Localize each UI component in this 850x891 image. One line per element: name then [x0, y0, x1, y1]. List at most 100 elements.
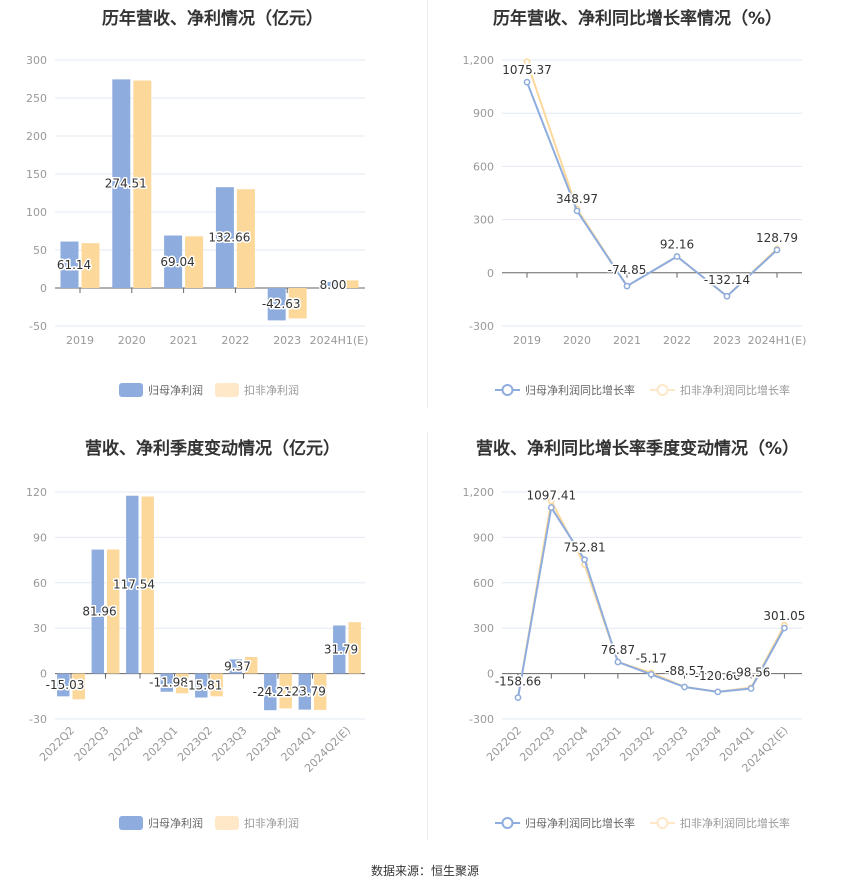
bar-value-label-halo: 132.66 — [208, 231, 250, 245]
bar-chart-svg: 1209060300-302022Q22022Q32022Q42023Q1202… — [26, 486, 365, 830]
bar-deducted-net-profit[interactable] — [236, 189, 255, 288]
legend-label[interactable]: 扣非净利润同比增长率 — [680, 383, 790, 397]
bar-deducted-net-profit[interactable] — [210, 673, 223, 697]
y-tick-label: 900 — [473, 531, 494, 544]
bar-deducted-net-profit[interactable] — [348, 622, 361, 674]
x-tick-label: 2020 — [118, 334, 146, 347]
bar-deducted-net-profit[interactable] — [72, 673, 85, 700]
data-point[interactable] — [647, 671, 655, 678]
bar-parent-net-profit[interactable] — [57, 673, 70, 697]
legend-label[interactable]: 归母净利润同比增长率 — [525, 383, 635, 397]
legend-circle-icon[interactable] — [656, 817, 669, 829]
data-point[interactable] — [673, 253, 681, 260]
bar-parent-net-profit[interactable] — [126, 495, 139, 674]
bar-deducted-net-profit[interactable] — [245, 656, 258, 674]
legend-label[interactable]: 归母净利润 — [148, 816, 203, 830]
data-point[interactable] — [623, 282, 631, 290]
x-tick-label: 2023Q4 — [244, 724, 284, 764]
data-point[interactable] — [773, 246, 781, 254]
bar-deducted-net-profit[interactable] — [141, 496, 154, 674]
data-point[interactable] — [547, 497, 555, 505]
bar-parent-net-profit[interactable] — [195, 673, 208, 698]
line-value-label-halo: -120.60 — [695, 669, 741, 683]
data-point[interactable] — [781, 624, 788, 632]
legend-label[interactable]: 归母净利润同比增长率 — [525, 816, 635, 830]
x-tick-label: 2023Q4 — [684, 724, 724, 764]
x-tick-label: 2023 — [273, 334, 301, 347]
data-point[interactable] — [714, 688, 722, 696]
bar-parent-net-profit[interactable] — [298, 673, 311, 710]
y-tick-label: 600 — [473, 577, 494, 590]
legend-swatch-orange[interactable] — [215, 383, 239, 397]
bar-parent-net-profit[interactable] — [264, 673, 277, 711]
data-point[interactable] — [614, 658, 622, 666]
bar-parent-net-profit[interactable] — [215, 187, 234, 288]
bar-parent-net-profit[interactable] — [229, 659, 242, 674]
bar-parent-net-profit[interactable] — [112, 79, 131, 288]
data-point[interactable] — [523, 58, 531, 66]
y-tick-label: 0 — [40, 282, 47, 295]
legend-circle-icon[interactable] — [656, 384, 669, 396]
bar-value-label: -15.03 — [46, 678, 85, 692]
x-tick-label: 2024H1(E) — [310, 334, 369, 347]
bar-deducted-net-profit[interactable] — [107, 549, 120, 674]
y-tick-label: 600 — [473, 160, 494, 173]
data-point[interactable] — [581, 556, 588, 564]
data-point[interactable] — [514, 694, 522, 701]
y-tick-label: -300 — [469, 713, 494, 726]
bar-parent-net-profit[interactable] — [267, 288, 286, 321]
bar-parent-net-profit[interactable] — [333, 625, 346, 674]
y-tick-label: 0 — [40, 668, 47, 681]
line-value-label-halo: 128.79 — [756, 231, 798, 245]
bar-deducted-net-profit[interactable] — [340, 280, 359, 288]
y-tick-label: 1,200 — [463, 486, 495, 499]
quarterly-profit-chart: 营收、净利季度变动情况（亿元） 120 90 60 30 0 -30 2022Q2 2022Q… — [0, 420, 425, 840]
legend-label[interactable]: 扣非净利润 — [244, 816, 299, 830]
data-point[interactable] — [681, 683, 688, 691]
bar-deducted-net-profit[interactable] — [176, 673, 189, 694]
line-value-label: -74.85 — [608, 263, 647, 277]
bar-parent-net-profit[interactable] — [160, 673, 173, 692]
legend-label[interactable]: 扣非净利润 — [244, 383, 299, 397]
bar-deducted-net-profit[interactable] — [133, 80, 152, 289]
data-point[interactable] — [573, 207, 581, 215]
legend-label[interactable]: 扣非净利润同比增长率 — [680, 816, 790, 830]
bar-deducted-net-profit[interactable] — [279, 673, 292, 709]
bar-deducted-net-profit[interactable] — [81, 243, 100, 288]
x-tick-label: 2023Q3 — [210, 724, 250, 764]
chart-title: 营收、净利季度变动情况（亿元） — [85, 439, 340, 459]
data-point[interactable] — [723, 292, 731, 300]
legend-label[interactable]: 归母净利润 — [148, 383, 203, 397]
bar-deducted-net-profit[interactable] — [185, 236, 204, 288]
x-tick-label: 2023Q2 — [617, 724, 657, 764]
x-tick-label: 2022Q4 — [106, 724, 146, 764]
line-value-label-halo: 752.81 — [564, 541, 606, 555]
data-point[interactable] — [547, 504, 555, 511]
y-tick-label: 900 — [473, 107, 494, 120]
legend-swatch-blue[interactable] — [119, 816, 143, 830]
bar-parent-net-profit[interactable] — [319, 281, 338, 288]
bar-value-label-halo: -15.03 — [46, 678, 85, 692]
bar-value-label: -23.79 — [287, 685, 326, 699]
y-tick-label: 0 — [487, 668, 494, 681]
bar-value-label: 81.96 — [82, 605, 116, 619]
bar-parent-net-profit[interactable] — [91, 549, 104, 674]
bar-parent-net-profit[interactable] — [60, 241, 79, 288]
line-value-label: 1075.37 — [502, 63, 552, 77]
bar-parent-net-profit[interactable] — [164, 235, 183, 288]
legend-swatch-orange[interactable] — [215, 816, 239, 830]
x-tick-label: 2023Q1 — [584, 724, 624, 764]
bar-deducted-net-profit[interactable] — [288, 288, 307, 319]
data-point[interactable] — [523, 78, 531, 86]
line-parent-growth — [526, 81, 778, 298]
line-value-label: 1097.41 — [526, 489, 576, 503]
bar-value-label-halo: 81.96 — [82, 605, 116, 619]
legend-swatch-blue[interactable] — [119, 383, 143, 397]
line-value-label-halo: 1097.41 — [526, 489, 576, 503]
data-point[interactable] — [747, 685, 755, 692]
bar-deducted-net-profit[interactable] — [314, 673, 327, 710]
y-tick-label: 90 — [33, 531, 47, 544]
legend-circle-icon[interactable] — [501, 817, 514, 829]
legend-circle-icon[interactable] — [501, 384, 514, 396]
quarterly-growth-chart: 营收、净利同比增长率季度变动情况（%） 1,200 900 600 300 0 -300 2… — [425, 420, 850, 840]
